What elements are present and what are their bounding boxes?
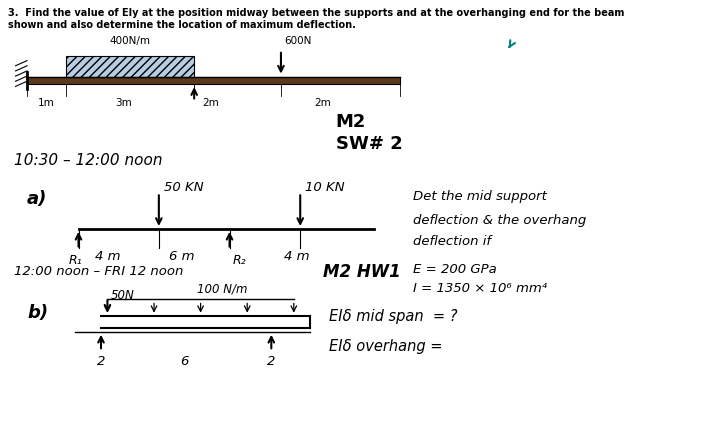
Bar <box>27 76 400 84</box>
Text: I = 1350 × 10⁶ mm⁴: I = 1350 × 10⁶ mm⁴ <box>413 283 547 295</box>
Text: EIδ mid span  = ?: EIδ mid span = ? <box>329 309 458 324</box>
Text: Det the mid support: Det the mid support <box>413 190 547 203</box>
Text: 6: 6 <box>181 356 188 368</box>
Text: 100 N/m: 100 N/m <box>197 283 248 295</box>
Text: R₁: R₁ <box>69 254 82 267</box>
Text: deflection & the overhang: deflection & the overhang <box>413 214 586 227</box>
Text: 4 m: 4 m <box>284 250 310 264</box>
Bar <box>66 56 194 76</box>
Text: M2 HW1: M2 HW1 <box>323 263 401 281</box>
Text: shown and also determine the location of maximum deflection.: shown and also determine the location of… <box>8 20 356 30</box>
Text: 2: 2 <box>97 356 105 368</box>
Text: R₂: R₂ <box>233 254 246 267</box>
Text: 2m: 2m <box>202 98 218 108</box>
Text: 1m: 1m <box>38 98 55 108</box>
Text: M2: M2 <box>336 113 366 130</box>
Text: 50N: 50N <box>111 289 134 302</box>
Text: EIδ overhang =: EIδ overhang = <box>329 340 443 354</box>
Text: 10:30 – 12:00 noon: 10:30 – 12:00 noon <box>14 152 163 168</box>
Text: 3m: 3m <box>115 98 132 108</box>
Text: 3.  Find the value of Ely at the position midway between the supports and at the: 3. Find the value of Ely at the position… <box>8 8 624 18</box>
Text: SW# 2: SW# 2 <box>336 135 402 153</box>
Text: 600N: 600N <box>284 36 311 47</box>
Text: 12:00 noon – FRI 12 noon: 12:00 noon – FRI 12 noon <box>14 265 183 278</box>
Text: deflection if: deflection if <box>413 235 491 248</box>
Text: 4 m: 4 m <box>95 250 120 264</box>
Text: 10 KN: 10 KN <box>306 181 345 194</box>
Text: 6 m: 6 m <box>169 250 194 264</box>
Text: b): b) <box>27 304 49 321</box>
Text: 2: 2 <box>267 356 276 368</box>
Text: 400N/m: 400N/m <box>109 36 151 47</box>
Text: a): a) <box>27 190 47 208</box>
Text: 50 KN: 50 KN <box>164 181 203 194</box>
Text: E = 200 GPa: E = 200 GPa <box>413 263 496 276</box>
Text: 2m: 2m <box>314 98 331 108</box>
